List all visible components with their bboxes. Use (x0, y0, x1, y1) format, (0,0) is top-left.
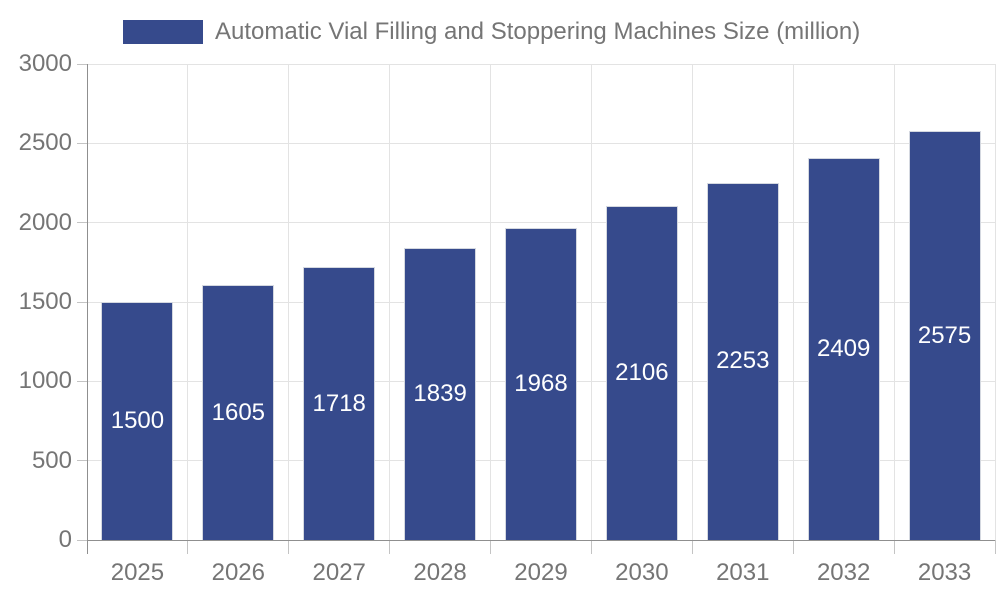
bar-2031[interactable] (706, 182, 779, 540)
legend-label: Automatic Vial Filling and Stoppering Ma… (215, 18, 861, 45)
y-tick (77, 301, 87, 303)
x-axis-line (87, 539, 995, 541)
legend-swatch (123, 20, 203, 44)
x-gridline (288, 64, 290, 540)
y-axis-label: 0 (58, 526, 72, 553)
x-axis-label: 2033 (917, 559, 972, 586)
x-axis-label: 2030 (615, 559, 669, 586)
x-gridline (893, 64, 895, 540)
y-tick (77, 460, 87, 462)
x-tick (893, 540, 895, 554)
bar-2026[interactable] (202, 285, 275, 540)
y-axis-label: 1000 (18, 367, 72, 395)
bar-value-label: 2409 (816, 334, 871, 362)
x-tick (590, 540, 592, 554)
bar-value-label: 1839 (413, 380, 467, 408)
y-tick (77, 222, 87, 224)
x-tick (994, 540, 996, 554)
y-tick (77, 380, 87, 382)
y-gridline (87, 63, 995, 65)
x-gridline (389, 64, 391, 540)
y-axis-label: 3000 (18, 50, 72, 77)
y-axis-label: 2000 (18, 208, 72, 236)
y-tick (77, 539, 87, 541)
bar-value-label: 1718 (312, 389, 366, 417)
x-axis-label: 2031 (716, 559, 770, 586)
x-tick (389, 540, 391, 554)
x-gridline (490, 64, 492, 540)
y-tick (77, 63, 87, 65)
x-axis-label: 2027 (312, 559, 366, 586)
bar-2027[interactable] (303, 267, 376, 540)
legend-item[interactable]: Automatic Vial Filling and Stoppering Ma… (123, 18, 860, 46)
bar-value-label: 2253 (716, 347, 770, 375)
x-gridline (590, 64, 592, 540)
x-gridline (187, 64, 189, 540)
bar-2025[interactable] (101, 302, 174, 540)
x-gridline (792, 64, 794, 540)
x-tick (187, 540, 189, 554)
bar-2030[interactable] (605, 205, 678, 540)
bar-value-label: 1500 (110, 407, 165, 434)
x-axis-label: 2026 (211, 559, 265, 586)
bar-value-label: 1968 (514, 369, 568, 397)
y-axis-line (86, 64, 88, 554)
bar-2033[interactable] (908, 131, 981, 540)
x-gridline (994, 64, 996, 540)
y-axis-label: 1500 (18, 288, 72, 315)
y-axis-label: 500 (31, 446, 72, 474)
y-axis-label: 2500 (18, 129, 72, 157)
bar-value-label: 2106 (615, 358, 669, 386)
x-tick (288, 540, 290, 554)
y-tick (77, 142, 87, 144)
x-tick (490, 540, 492, 554)
x-axis-label: 2029 (514, 559, 568, 586)
bar-2032[interactable] (807, 157, 880, 540)
x-gridline (691, 64, 693, 540)
y-gridline (87, 222, 995, 224)
x-tick (691, 540, 693, 554)
bar-2028[interactable] (404, 248, 477, 540)
bar-value-label: 1605 (211, 398, 266, 426)
x-axis-label: 2025 (110, 559, 165, 586)
bar-value-label: 2575 (917, 321, 972, 349)
x-axis-label: 2028 (413, 559, 467, 586)
x-tick (792, 540, 794, 554)
y-gridline (87, 142, 995, 144)
x-axis-label: 2032 (816, 559, 871, 586)
bar-2029[interactable] (505, 227, 577, 540)
